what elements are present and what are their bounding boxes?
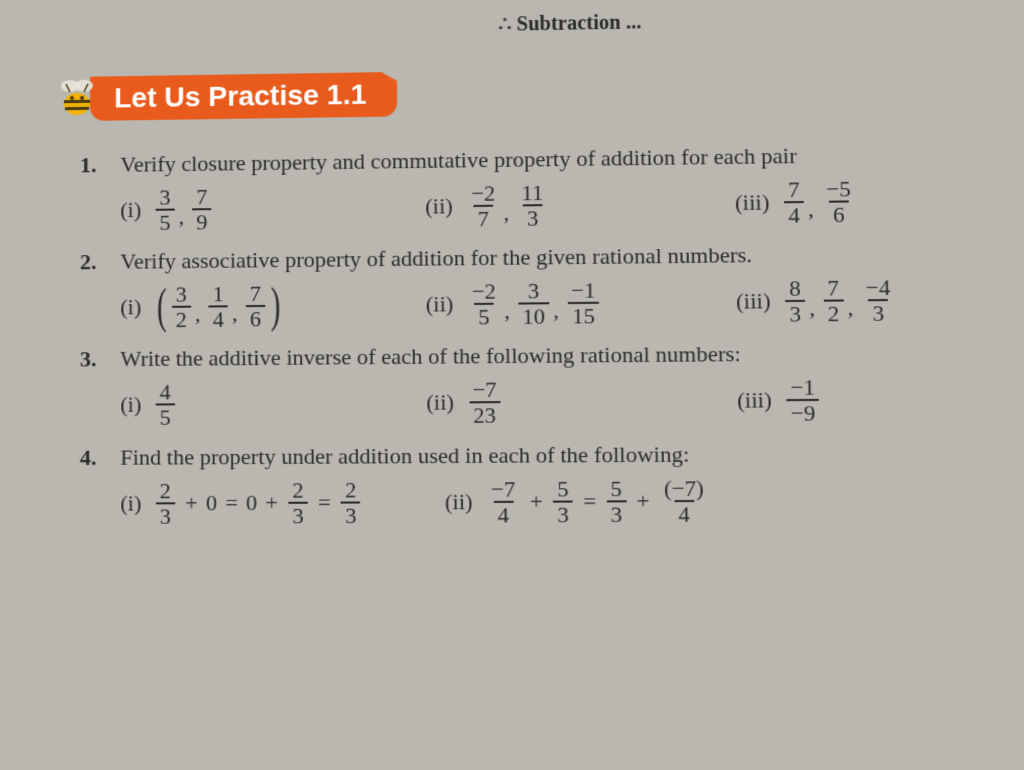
practice-banner: Let Us Practise 1.1 (50, 69, 397, 125)
question-number: 4. (80, 444, 120, 471)
fraction: 23 (288, 478, 308, 527)
sub-items-row: (i) 45 (ii) −723 (iii) −1−9 (120, 374, 1004, 430)
question-number: 3. (80, 346, 120, 373)
sub-item: (iii) 83,72,−43 (736, 275, 967, 327)
sub-label: (iii) (737, 387, 772, 414)
sub-item: (ii) −723 (426, 377, 654, 428)
sub-items-row: (i) 23+0=0+23=23 (ii) −74+53=53+(−7)4 (120, 474, 1006, 528)
sub-label: (i) (120, 490, 141, 517)
sub-item: (i) 23+0=0+23=23 (120, 477, 362, 527)
fraction: −115 (567, 278, 600, 328)
math-expression: 83,72,−43 (783, 275, 897, 326)
sub-label: (ii) (445, 488, 473, 515)
sub-label: (ii) (426, 390, 454, 417)
question-text: Write the additive inverse of each of th… (120, 339, 1003, 373)
banner-title: Let Us Practise 1.1 (90, 72, 397, 121)
question-text: Find the property under addition used in… (120, 439, 1005, 471)
math-expression: −25,310,−115 (466, 278, 602, 329)
sub-label: (ii) (426, 291, 454, 318)
bee-icon (50, 73, 100, 124)
fraction: −74 (487, 477, 520, 527)
fraction: −1−9 (786, 375, 820, 425)
sub-item: (iii) 74,−56 (735, 175, 966, 227)
fraction: 53 (553, 476, 573, 526)
fraction: 23 (341, 477, 361, 527)
sub-item: (i) 45 (120, 379, 344, 430)
sub-item: (i) (32,14,76) (120, 281, 344, 332)
top-partial-text: ∴ Subtraction ... (150, 3, 998, 42)
fraction: −43 (861, 275, 895, 325)
fraction: −25 (468, 279, 501, 329)
fraction: 76 (246, 282, 265, 331)
sub-item: (iii) −1−9 (737, 374, 969, 426)
sub-items-row: (i) 35,79 (ii) −27,113 (iii) 74,−56 (120, 175, 1001, 235)
sub-item: (i) 35,79 (120, 183, 343, 234)
math-expression: −1−9 (784, 375, 822, 425)
math-expression: −723 (466, 378, 503, 428)
sub-label: (i) (120, 294, 141, 321)
sub-label: (i) (120, 392, 141, 419)
math-expression: 23+0=0+23=23 (154, 477, 363, 527)
sub-items-row: (i) (32,14,76) (ii) −25,310,−115 (iii) 83,72,… (120, 274, 1003, 332)
fraction: 14 (209, 282, 228, 331)
math-expression: 45 (153, 380, 176, 429)
fraction: 72 (823, 276, 844, 326)
question-text: Verify closure property and commutative … (120, 140, 1000, 178)
fraction: −56 (822, 177, 856, 227)
question-row: 2.Verify associative property of additio… (80, 239, 1002, 275)
question-text: Verify associative property of addition … (120, 239, 1002, 275)
fraction: 23 (156, 478, 175, 527)
sub-label: (iii) (736, 288, 771, 315)
fraction: −723 (468, 378, 501, 428)
fraction: 83 (785, 276, 805, 326)
fraction: 53 (606, 476, 626, 526)
fraction: 79 (192, 185, 211, 234)
sub-item: (ii) −27,113 (425, 179, 652, 231)
page: ∴ Subtraction ... Let Us Practise 1.1 1.… (49, 3, 1006, 528)
sub-label: (i) (120, 197, 141, 224)
questions-container: 1.Verify closure property and commutativ… (49, 140, 1006, 528)
math-expression: 35,79 (153, 185, 213, 234)
math-expression: −27,113 (465, 181, 550, 231)
fraction: 45 (156, 380, 175, 429)
fraction: 35 (155, 185, 174, 234)
question-row: 4.Find the property under addition used … (80, 439, 1006, 471)
math-expression: (32,14,76) (153, 282, 283, 332)
question-row: 1.Verify closure property and commutativ… (80, 140, 1001, 179)
sub-item: (ii) −74+53=53+(−7)4 (445, 476, 711, 527)
fraction: 32 (172, 282, 191, 331)
fraction: 74 (784, 177, 804, 227)
sub-label: (ii) (425, 193, 453, 220)
question-number: 1. (80, 152, 120, 179)
question-number: 2. (80, 249, 120, 276)
fraction: (−7)4 (660, 476, 709, 526)
fraction: 310 (518, 279, 549, 329)
math-expression: −74+53=53+(−7)4 (485, 476, 711, 527)
sub-item: (ii) −25,310,−115 (426, 278, 653, 330)
math-expression: 74,−56 (782, 177, 858, 227)
question-row: 3.Write the additive inverse of each of … (80, 339, 1004, 373)
fraction: 113 (517, 181, 547, 231)
fraction: −27 (467, 181, 500, 231)
sub-label: (iii) (735, 189, 770, 216)
